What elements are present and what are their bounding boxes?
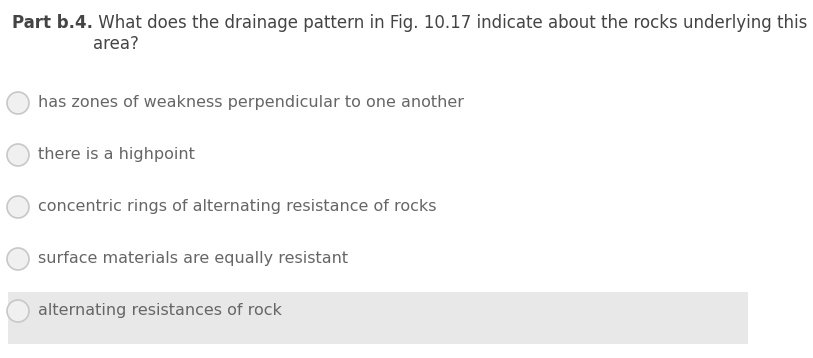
Ellipse shape [7, 196, 29, 218]
Text: Part b.4.: Part b.4. [12, 14, 93, 32]
Text: What does the drainage pattern in Fig. 10.17 indicate about the rocks underlying: What does the drainage pattern in Fig. 1… [93, 14, 807, 53]
FancyBboxPatch shape [8, 292, 748, 344]
Text: concentric rings of alternating resistance of rocks: concentric rings of alternating resistan… [38, 199, 437, 214]
Text: has zones of weakness perpendicular to one another: has zones of weakness perpendicular to o… [38, 96, 464, 111]
Text: there is a highpoint: there is a highpoint [38, 147, 195, 163]
Text: alternating resistances of rock: alternating resistances of rock [38, 304, 282, 319]
Ellipse shape [7, 92, 29, 114]
Ellipse shape [7, 248, 29, 270]
Text: surface materials are equally resistant: surface materials are equally resistant [38, 252, 348, 266]
Ellipse shape [7, 300, 29, 322]
Ellipse shape [7, 144, 29, 166]
